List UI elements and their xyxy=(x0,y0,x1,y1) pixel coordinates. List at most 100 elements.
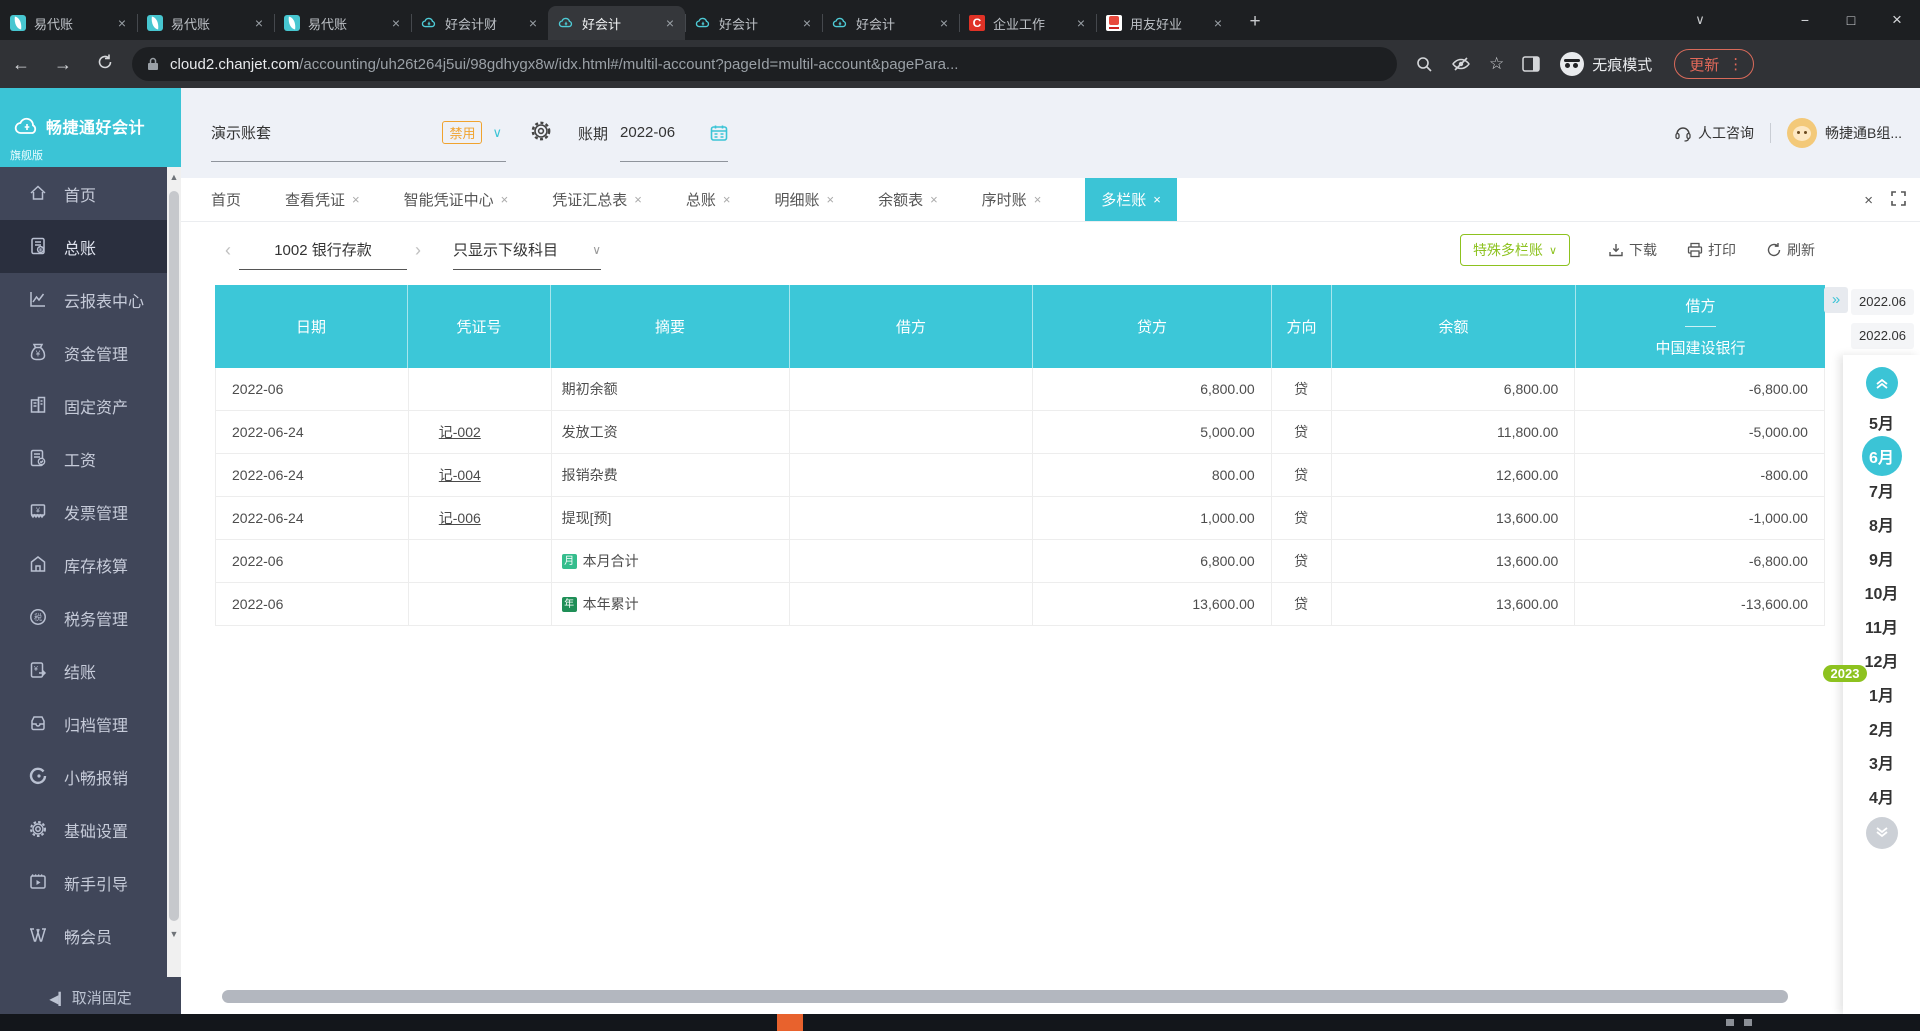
workspace-tab-查看凭证[interactable]: 查看凭证 × xyxy=(285,178,360,221)
tab-close-icon[interactable]: × xyxy=(1213,15,1222,31)
month-item-6月[interactable]: 6月 xyxy=(1861,436,1902,476)
tab-close-icon[interactable]: × xyxy=(1033,192,1042,207)
calendar-icon[interactable] xyxy=(710,124,728,142)
sidebar-scrollbar[interactable]: ▲ ▼ xyxy=(167,167,181,977)
tab-close-icon[interactable]: × xyxy=(500,192,509,207)
subject-filter-dropdown[interactable]: 只显示下级科目 ∨ xyxy=(453,230,601,270)
tab-close-icon[interactable]: × xyxy=(352,192,360,207)
sidebar-item-归档管理[interactable]: 归档管理 xyxy=(0,697,181,750)
special-ledger-button[interactable]: 特殊多栏账 ∨ xyxy=(1459,234,1570,266)
workspace-tab-明细账[interactable]: 明细账 × xyxy=(774,178,834,221)
workspace-tab-智能凭证中心[interactable]: 智能凭证中心 × xyxy=(404,178,509,221)
scroll-down-icon[interactable]: ▼ xyxy=(169,929,179,939)
browser-tab[interactable]: 好会计 × xyxy=(822,6,959,40)
close-window-button[interactable]: × xyxy=(1892,10,1902,29)
voucher-link[interactable]: 记-002 xyxy=(438,424,481,440)
browser-tab[interactable]: 用友好业 × xyxy=(1096,6,1233,40)
avatar[interactable] xyxy=(1786,118,1817,148)
support-link[interactable]: 人工咨询 xyxy=(1674,123,1754,143)
tab-close-icon[interactable]: × xyxy=(722,192,731,207)
tab-close-icon[interactable]: × xyxy=(528,15,537,31)
fullscreen-icon[interactable] xyxy=(1891,190,1906,210)
unpin-sidebar-button[interactable]: ◀▎ 取消固定 xyxy=(0,987,181,1008)
month-item-10月[interactable]: 10月 xyxy=(1864,586,1899,603)
month-item-11月[interactable]: 11月 xyxy=(1865,620,1898,637)
chevron-down-icon[interactable]: ∨ xyxy=(492,124,502,140)
print-button[interactable]: 打印 xyxy=(1687,240,1736,260)
workspace-tab-序时账[interactable]: 序时账 × xyxy=(982,178,1042,221)
tab-close-icon[interactable]: × xyxy=(665,15,674,31)
voucher-link[interactable]: 记-006 xyxy=(438,510,481,526)
browser-tab[interactable]: 好会计 × xyxy=(685,6,822,40)
voucher-link[interactable]: 记-004 xyxy=(438,467,481,483)
account-set-field[interactable]: 演示账套 禁用 ∨ xyxy=(211,104,506,162)
browser-tab[interactable]: 易代账 × xyxy=(274,6,411,40)
month-item-9月[interactable]: 9月 xyxy=(1869,552,1894,569)
month-scroll-down-icon[interactable] xyxy=(1865,817,1898,849)
minimize-button[interactable]: − xyxy=(1800,12,1810,28)
close-all-tabs-icon[interactable]: × xyxy=(1864,191,1873,209)
tab-close-icon[interactable]: × xyxy=(939,15,948,31)
sidebar-item-发票管理[interactable]: ¥ 发票管理 xyxy=(0,485,181,538)
workspace-tab-首页[interactable]: 首页 xyxy=(211,178,241,221)
sidebar-item-工资[interactable]: 工资 xyxy=(0,432,181,485)
month-item-1月[interactable]: 1月 2023 xyxy=(1822,665,1905,711)
scroll-up-icon[interactable]: ▲ xyxy=(169,172,179,182)
sidebar-item-新手引导[interactable]: 新手引导 xyxy=(0,856,181,909)
tab-close-icon[interactable]: × xyxy=(254,15,263,31)
workspace-tab-余额表[interactable]: 余额表 × xyxy=(878,178,938,221)
browser-tab[interactable]: 易代账 × xyxy=(0,6,137,40)
browser-tab[interactable]: 好会计财 × xyxy=(411,6,548,40)
update-button[interactable]: 更新 ⋮ xyxy=(1674,49,1755,79)
sidebar-item-首页[interactable]: 首页 xyxy=(0,167,181,220)
workspace-tab-总账[interactable]: 总账 × xyxy=(686,178,731,221)
browser-tab[interactable]: 好会计 × xyxy=(548,6,685,40)
workspace-tab-多栏账[interactable]: 多栏账 × xyxy=(1085,178,1177,221)
restore-button[interactable]: □ xyxy=(1846,12,1856,28)
tab-close-icon[interactable]: × xyxy=(117,15,126,31)
sidebar-item-结账[interactable]: ¥ 结账 xyxy=(0,644,181,697)
tab-close-icon[interactable]: × xyxy=(930,192,938,207)
kebab-menu-icon[interactable]: ⋮ xyxy=(1728,56,1744,73)
collapse-panel-icon[interactable]: » xyxy=(1824,287,1848,313)
refresh-button[interactable]: 刷新 xyxy=(1766,240,1815,260)
sidebar-item-基础设置[interactable]: 基础设置 xyxy=(0,803,181,856)
sidebar-item-固定资产[interactable]: 固定资产 xyxy=(0,379,181,432)
month-item-3月[interactable]: 3月 xyxy=(1869,756,1894,773)
sidebar-item-库存核算[interactable]: 库存核算 xyxy=(0,538,181,591)
side-panel-icon[interactable] xyxy=(1522,56,1540,72)
bookmark-star-icon[interactable]: ☆ xyxy=(1489,54,1505,73)
sidebar-item-总账[interactable]: ¥ 总账 xyxy=(0,220,181,273)
tab-close-icon[interactable]: × xyxy=(802,15,811,31)
tab-close-icon[interactable]: × xyxy=(1076,15,1085,31)
eye-off-icon[interactable] xyxy=(1451,55,1471,73)
sidebar-item-小畅报销[interactable]: 小畅报销 xyxy=(0,750,181,803)
sidebar-item-云报表中心[interactable]: 云报表中心 xyxy=(0,273,181,326)
browser-tab[interactable]: C 企业工作 × xyxy=(959,6,1096,40)
tab-close-icon[interactable]: × xyxy=(1153,192,1161,207)
workspace-tab-凭证汇总表[interactable]: 凭证汇总表 × xyxy=(552,178,642,221)
new-tab-button[interactable]: + xyxy=(1249,11,1261,32)
prev-account-button[interactable]: ‹ xyxy=(225,239,231,260)
period-field[interactable]: 2022-06 xyxy=(620,104,729,162)
tab-close-icon[interactable]: × xyxy=(826,192,835,207)
account-selector[interactable]: 1002 银行存款 xyxy=(239,230,407,270)
user-name[interactable]: 畅捷通B组... xyxy=(1824,125,1902,141)
horizontal-scrollbar[interactable] xyxy=(222,990,1788,1003)
tab-search-icon[interactable]: ∨ xyxy=(1695,12,1705,27)
month-item-8月[interactable]: 8月 xyxy=(1869,518,1894,535)
reload-button[interactable] xyxy=(84,53,126,76)
month-scroll-up-icon[interactable] xyxy=(1865,367,1898,399)
download-button[interactable]: 下载 xyxy=(1608,240,1657,260)
address-bar[interactable]: cloud2.chanjet.com/accounting/uh26t264j5… xyxy=(132,47,1397,81)
taskbar-active-app[interactable] xyxy=(777,1014,803,1031)
sidebar-item-税务管理[interactable]: 税 税务管理 xyxy=(0,591,181,644)
forward-button[interactable]: → xyxy=(54,53,72,74)
search-icon[interactable] xyxy=(1415,55,1433,73)
tab-close-icon[interactable]: × xyxy=(634,192,642,207)
month-item-12月[interactable]: 12月 xyxy=(1864,654,1899,671)
sidebar-scrollbar-thumb[interactable] xyxy=(169,191,179,921)
settings-gear-icon[interactable] xyxy=(530,120,552,147)
month-item-4月[interactable]: 4月 xyxy=(1869,790,1894,807)
next-account-button[interactable]: › xyxy=(415,239,421,260)
